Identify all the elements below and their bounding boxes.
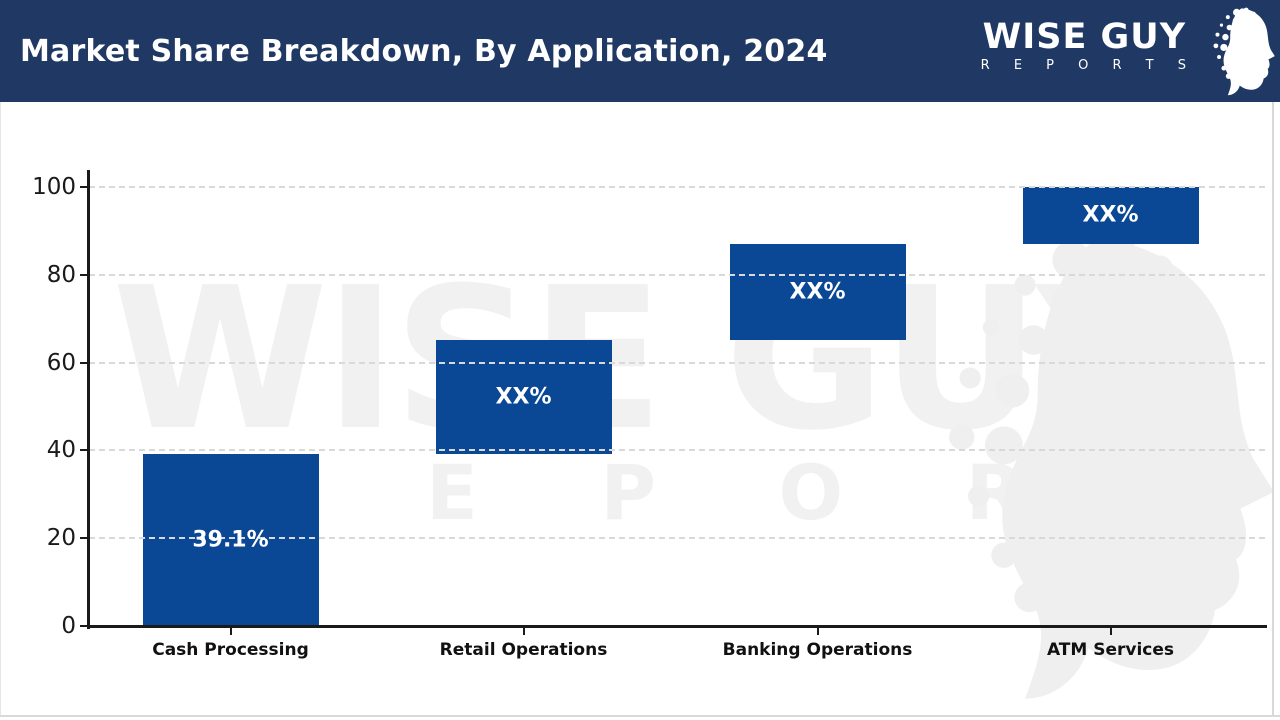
y-axis-tick-label: 20 xyxy=(46,525,76,552)
x-axis-line xyxy=(87,625,1267,628)
y-axis-tick-mark xyxy=(80,625,89,627)
bar-value-label: XX% xyxy=(495,384,552,410)
bar-segment xyxy=(435,340,612,455)
x-axis-tick-mark xyxy=(1109,628,1112,635)
y-axis-tick-label: 40 xyxy=(46,437,76,464)
bar-value-label: XX% xyxy=(789,279,846,305)
bar-value-label: 39.1% xyxy=(192,527,269,553)
y-gridline xyxy=(89,449,1265,452)
y-gridline xyxy=(89,537,1265,540)
y-axis-line xyxy=(87,170,90,629)
chart-title: Market Share Breakdown, By Application, … xyxy=(20,33,828,69)
y-gridline xyxy=(89,186,1265,188)
y-axis-tick-label: 0 xyxy=(61,613,76,639)
category-label: Banking Operations xyxy=(722,640,913,660)
y-gridline xyxy=(89,273,1265,276)
bar-segment xyxy=(142,454,319,626)
x-axis-tick-mark xyxy=(816,628,819,635)
y-axis-tick-mark xyxy=(80,537,89,540)
bar-segment xyxy=(1022,187,1199,244)
brand-logo-wordmark: WISE GUY xyxy=(982,17,1187,57)
x-axis-tick-mark xyxy=(522,628,525,635)
watermark-wordmark: WISE GUY xyxy=(112,246,1178,474)
y-axis-tick-label: 60 xyxy=(46,349,76,376)
header-bar: Market Share Breakdown, By Application, … xyxy=(0,0,1280,102)
y-axis-tick-label: 100 xyxy=(32,174,76,200)
y-axis-tick-mark xyxy=(80,449,89,452)
y-axis-tick-label: 80 xyxy=(46,261,76,288)
frame-border-right xyxy=(1272,102,1274,715)
y-axis-tick-mark xyxy=(80,361,89,364)
brand-logo: WISE GUY R E P O R T S xyxy=(973,17,1196,74)
frame-border-left xyxy=(0,102,1,715)
category-label: Retail Operations xyxy=(439,640,608,660)
brand-logo-subtext: R E P O R T S xyxy=(980,58,1196,73)
frame-border-bottom xyxy=(0,715,1280,717)
category-label: ATM Services xyxy=(1046,640,1175,660)
y-axis-tick-mark xyxy=(80,186,89,188)
y-gridline xyxy=(89,361,1265,364)
y-axis-tick-mark xyxy=(80,273,89,276)
x-axis-tick-mark xyxy=(229,628,232,635)
bar-segment xyxy=(729,243,906,341)
brand-face-icon xyxy=(1194,6,1276,100)
category-label: Cash Processing xyxy=(152,640,309,660)
bar-value-label: XX% xyxy=(1082,202,1139,228)
